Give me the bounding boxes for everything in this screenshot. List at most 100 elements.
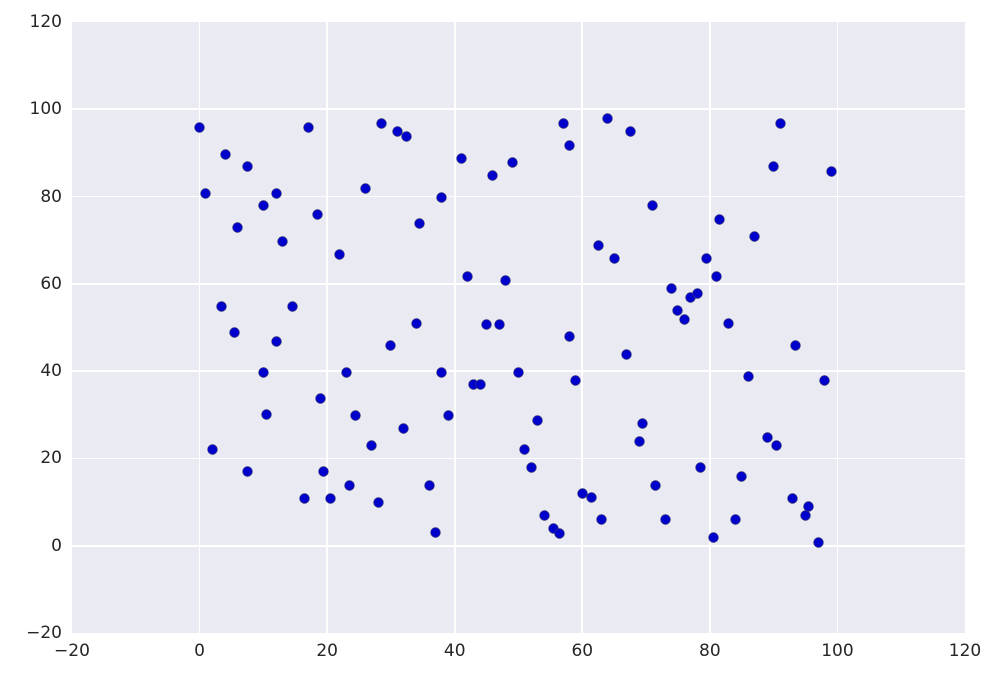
- y-tick-label: −20: [26, 623, 62, 643]
- data-point: [258, 367, 268, 377]
- data-point: [262, 410, 272, 420]
- data-point: [341, 367, 351, 377]
- data-point: [762, 432, 772, 442]
- data-point: [695, 463, 705, 473]
- x-tick-label: 80: [699, 641, 721, 661]
- data-point: [596, 515, 606, 525]
- data-point: [424, 480, 434, 490]
- data-point: [437, 192, 447, 202]
- data-point: [220, 149, 230, 159]
- data-point: [750, 232, 759, 242]
- gridline-vertical: [836, 22, 839, 633]
- x-tick-label: 100: [821, 641, 854, 661]
- data-point: [714, 214, 724, 224]
- data-point: [743, 371, 753, 381]
- data-point: [565, 331, 575, 341]
- data-point: [603, 113, 613, 123]
- data-point: [571, 375, 581, 385]
- data-point: [300, 493, 310, 503]
- gridline-horizontal: [72, 195, 965, 198]
- data-point: [686, 293, 696, 303]
- data-point: [772, 441, 782, 451]
- data-point: [651, 480, 661, 490]
- y-axis-tick-labels: −20 0 20 40 60 80 100 120: [0, 0, 62, 685]
- data-point: [820, 375, 830, 385]
- x-tick-label: 20: [316, 641, 338, 661]
- data-point: [230, 328, 240, 338]
- data-point: [201, 188, 211, 198]
- data-point: [647, 201, 657, 211]
- data-point: [708, 532, 718, 542]
- data-point: [769, 162, 779, 172]
- y-tick-label: 80: [40, 186, 62, 207]
- data-point: [351, 410, 361, 420]
- gridline-vertical: [198, 22, 201, 633]
- data-point: [813, 537, 823, 547]
- data-point: [679, 315, 689, 325]
- data-point: [826, 166, 836, 176]
- data-point: [415, 218, 425, 228]
- data-point: [482, 319, 492, 329]
- data-point: [673, 305, 683, 315]
- data-point: [402, 132, 412, 142]
- data-point: [271, 336, 281, 346]
- data-point: [242, 467, 252, 477]
- data-point: [625, 127, 635, 137]
- data-point: [456, 153, 466, 163]
- data-point: [335, 249, 345, 259]
- data-point: [514, 367, 523, 377]
- data-point: [494, 319, 504, 329]
- data-point: [207, 445, 217, 455]
- data-point: [217, 302, 227, 312]
- data-point: [539, 511, 549, 521]
- x-tick-label: 120: [948, 641, 982, 661]
- data-point: [277, 236, 287, 246]
- data-point: [507, 158, 517, 168]
- gridline-horizontal: [72, 108, 965, 111]
- data-point: [233, 223, 243, 233]
- gridline-horizontal: [72, 544, 965, 547]
- data-point: [399, 424, 409, 434]
- data-point: [431, 528, 441, 538]
- gridline-vertical: [453, 22, 456, 633]
- data-point: [392, 126, 402, 136]
- data-point: [386, 340, 396, 350]
- data-point: [555, 528, 565, 538]
- data-point: [801, 511, 811, 521]
- data-point: [520, 445, 530, 455]
- data-point: [325, 493, 335, 503]
- data-point: [443, 410, 453, 420]
- plot-area[interactable]: [72, 22, 965, 633]
- data-point: [242, 162, 252, 172]
- data-point: [271, 188, 281, 198]
- y-tick-label: 120: [29, 12, 62, 32]
- data-point: [488, 171, 498, 181]
- data-point: [775, 118, 785, 128]
- x-tick-label: 40: [443, 641, 466, 661]
- data-point: [593, 240, 603, 250]
- data-point: [411, 319, 421, 329]
- y-tick-label: 0: [51, 535, 62, 556]
- data-point: [316, 393, 326, 403]
- data-point: [737, 472, 747, 482]
- data-point: [660, 515, 670, 525]
- data-point: [667, 284, 677, 294]
- data-point: [711, 271, 721, 281]
- data-point: [287, 302, 297, 312]
- data-point: [462, 271, 472, 281]
- data-point: [638, 419, 648, 429]
- data-point: [258, 200, 268, 210]
- data-point: [724, 319, 734, 329]
- data-point: [702, 254, 712, 264]
- gridline-horizontal: [72, 283, 965, 285]
- y-tick-label: 20: [40, 448, 62, 469]
- gridline-vertical: [581, 22, 584, 633]
- data-point: [195, 123, 205, 133]
- y-tick-label: 40: [40, 361, 62, 382]
- data-point: [360, 184, 370, 194]
- data-point: [804, 501, 814, 511]
- data-point: [549, 524, 559, 534]
- data-point: [469, 380, 479, 390]
- data-point: [565, 140, 575, 150]
